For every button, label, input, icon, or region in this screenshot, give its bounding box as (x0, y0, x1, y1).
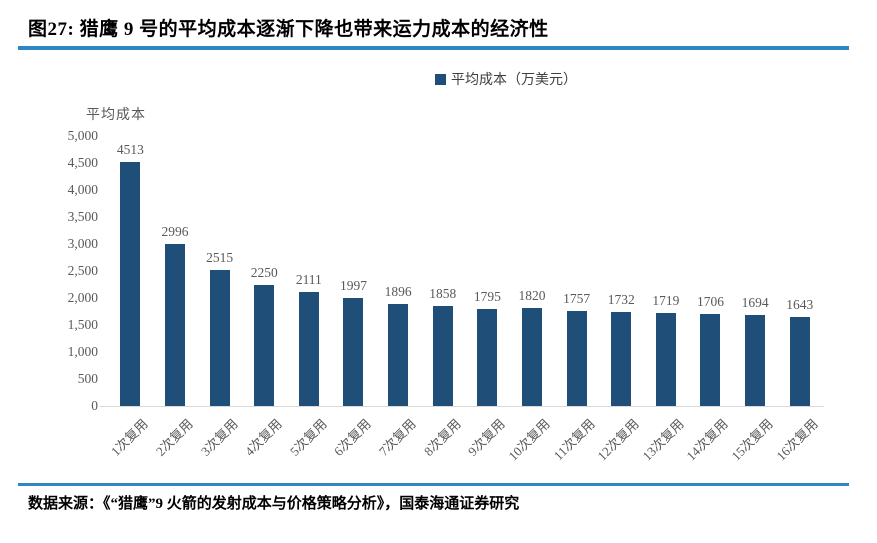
bar-value-label: 1732 (607, 292, 635, 308)
y-tick-label: 2,500 (67, 263, 98, 278)
title-divider (18, 46, 849, 50)
bar-value-label: 2250 (250, 264, 278, 280)
bar (611, 312, 632, 406)
footer-divider (18, 483, 849, 486)
y-tick-label: 4,500 (67, 155, 98, 170)
figure-title: 图27: 猎鹰 9 号的平均成本逐渐下降也带来运力成本的经济性 (28, 19, 549, 40)
bar (655, 313, 676, 406)
bar (298, 292, 319, 406)
bar (120, 162, 141, 406)
bar (164, 244, 185, 406)
y-tick-label: 5,000 (67, 128, 98, 143)
bar-value-label: 1719 (652, 293, 680, 309)
bar-value-label: 2996 (161, 224, 189, 240)
legend-swatch-icon (435, 73, 446, 85)
bar (343, 298, 364, 406)
bar (521, 307, 542, 406)
legend-label: 平均成本（万美元） (451, 73, 577, 88)
bar-value-label: 1643 (786, 297, 814, 313)
bar-value-label: 1706 (696, 293, 724, 309)
bar (432, 305, 453, 406)
bar (700, 313, 721, 406)
bar-value-label: 1896 (384, 283, 412, 299)
bar-value-label: 1757 (563, 291, 591, 307)
bar-value-label: 4513 (116, 142, 144, 158)
bar-value-label: 2515 (206, 250, 234, 266)
chart-legend: 平均成本（万美元） (435, 69, 577, 89)
bar (566, 311, 587, 406)
y-axis-title: 平均成本 (86, 108, 146, 123)
bar-value-label: 2111 (295, 272, 322, 287)
y-tick-label: 2,000 (67, 290, 98, 305)
y-tick-label: 1,000 (67, 344, 98, 359)
y-tick-label: 500 (77, 371, 98, 386)
bar (745, 314, 766, 406)
bar (477, 309, 498, 406)
y-tick-label: 3,000 (67, 236, 98, 251)
bar-value-label: 1820 (518, 287, 546, 303)
y-tick-label: 1,500 (67, 317, 98, 332)
bar-value-label: 1858 (429, 285, 457, 301)
bar-value-label: 1795 (473, 289, 501, 305)
bar (789, 317, 810, 406)
bar-value-label: 1997 (339, 278, 367, 294)
bar (254, 284, 275, 406)
bar (209, 270, 230, 406)
x-axis-line (100, 406, 824, 407)
y-tick-label: 4,000 (67, 182, 98, 197)
y-tick-label: 0 (91, 398, 98, 413)
y-tick-label: 3,500 (67, 209, 98, 224)
source-note: 数据来源：《“猎鹰”9 火箭的发射成本与价格策略分析》，国泰海通证券研究 (28, 496, 520, 512)
bar (388, 303, 409, 406)
bar-value-label: 1694 (741, 294, 769, 310)
